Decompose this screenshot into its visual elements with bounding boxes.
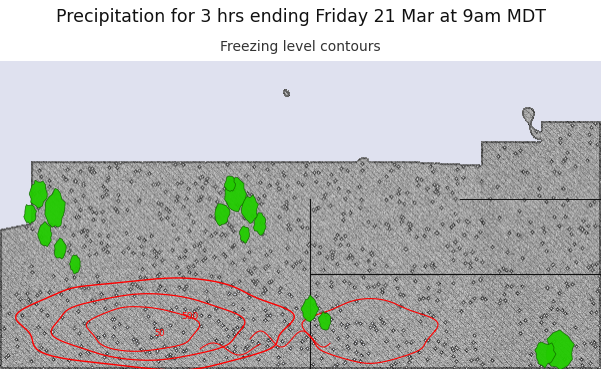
Polygon shape — [38, 221, 52, 246]
Polygon shape — [215, 204, 230, 226]
Polygon shape — [24, 204, 37, 224]
Text: 50: 50 — [154, 330, 165, 338]
Polygon shape — [546, 330, 575, 369]
Polygon shape — [225, 176, 236, 192]
Text: Precipitation for 3 hrs ending Friday 21 Mar at 9am MDT: Precipitation for 3 hrs ending Friday 21… — [55, 8, 546, 26]
Polygon shape — [45, 189, 66, 227]
Polygon shape — [254, 213, 266, 235]
Polygon shape — [225, 177, 246, 211]
Polygon shape — [319, 312, 331, 330]
Polygon shape — [535, 342, 556, 368]
Polygon shape — [242, 195, 258, 224]
Polygon shape — [240, 226, 249, 243]
Text: 500: 500 — [182, 313, 198, 321]
Polygon shape — [29, 180, 47, 208]
Polygon shape — [301, 295, 319, 321]
Polygon shape — [54, 238, 66, 259]
Polygon shape — [70, 255, 80, 274]
Text: Freezing level contours: Freezing level contours — [220, 41, 381, 55]
